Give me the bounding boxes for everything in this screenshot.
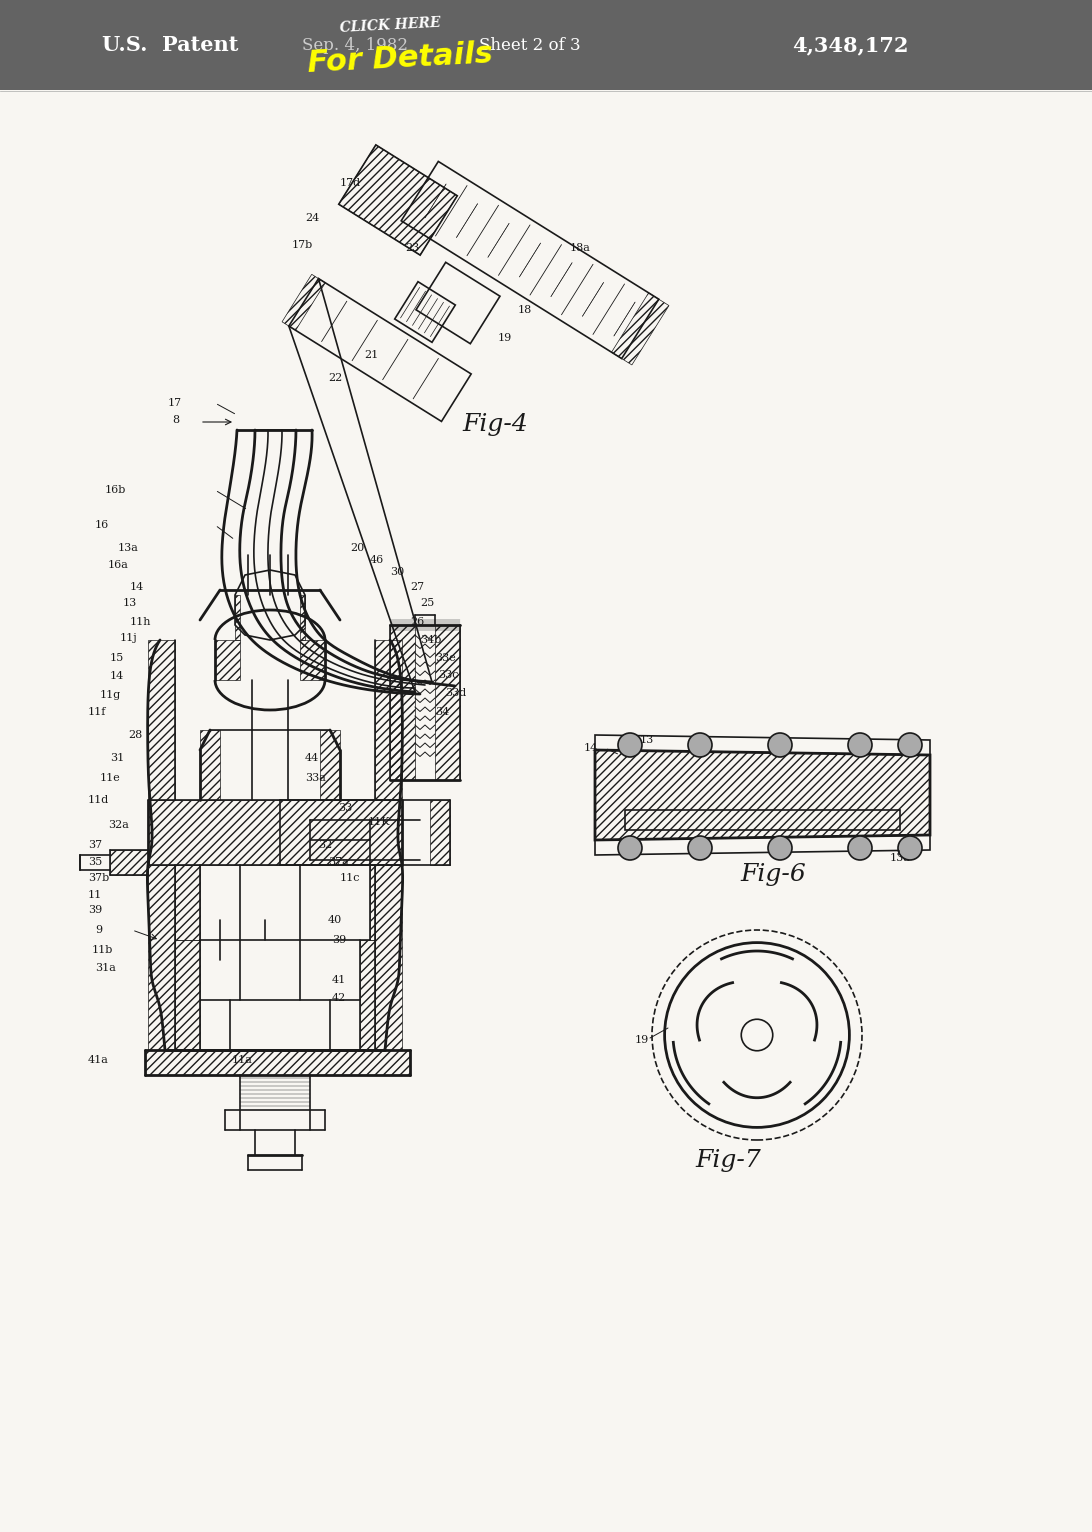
Text: 33e: 33e bbox=[435, 653, 455, 663]
Text: 24: 24 bbox=[305, 213, 319, 224]
Text: 11: 11 bbox=[88, 890, 103, 899]
Circle shape bbox=[768, 836, 792, 859]
Text: 41a: 41a bbox=[88, 1056, 109, 1065]
Text: 42: 42 bbox=[332, 993, 346, 1003]
Text: 11b: 11b bbox=[92, 945, 114, 954]
Text: 11e: 11e bbox=[100, 774, 121, 783]
Text: 31: 31 bbox=[110, 754, 124, 763]
Text: Fig-4: Fig-4 bbox=[462, 414, 527, 437]
Text: CLICK HERE: CLICK HERE bbox=[340, 15, 441, 35]
Text: 35: 35 bbox=[88, 856, 103, 867]
Text: 32a: 32a bbox=[108, 820, 129, 830]
Text: 20: 20 bbox=[351, 542, 365, 553]
Text: Fig-7: Fig-7 bbox=[695, 1149, 761, 1172]
Text: 40: 40 bbox=[328, 915, 342, 925]
Text: 9: 9 bbox=[95, 925, 103, 935]
Text: 37b: 37b bbox=[88, 873, 109, 882]
Text: 11h: 11h bbox=[130, 617, 152, 627]
Text: 17b: 17b bbox=[292, 241, 313, 250]
Circle shape bbox=[688, 732, 712, 757]
Text: 21: 21 bbox=[364, 349, 378, 360]
Text: 4,348,172: 4,348,172 bbox=[792, 35, 909, 55]
Text: 13: 13 bbox=[640, 735, 654, 745]
Text: 22: 22 bbox=[328, 372, 342, 383]
Text: 11j: 11j bbox=[120, 633, 138, 643]
Text: 34: 34 bbox=[435, 706, 449, 717]
Text: 11K: 11K bbox=[368, 817, 391, 827]
Text: U.S.  Patent: U.S. Patent bbox=[102, 35, 238, 55]
Text: 18a: 18a bbox=[570, 244, 591, 253]
Text: For Details: For Details bbox=[307, 40, 494, 78]
Text: 17d: 17d bbox=[340, 178, 361, 188]
Text: 23: 23 bbox=[405, 244, 419, 253]
Text: Sep. 4, 1982: Sep. 4, 1982 bbox=[302, 37, 408, 54]
Text: 31a: 31a bbox=[95, 964, 116, 973]
Text: 33a: 33a bbox=[305, 774, 325, 783]
Text: 13: 13 bbox=[123, 597, 138, 608]
Text: 46: 46 bbox=[370, 555, 384, 565]
Circle shape bbox=[688, 836, 712, 859]
Text: 16: 16 bbox=[95, 519, 109, 530]
Text: 28: 28 bbox=[128, 731, 142, 740]
Text: 14: 14 bbox=[584, 743, 598, 754]
Circle shape bbox=[848, 836, 873, 859]
Text: 33c: 33c bbox=[438, 669, 459, 680]
Circle shape bbox=[768, 732, 792, 757]
Text: 32: 32 bbox=[318, 840, 332, 850]
Text: 14: 14 bbox=[110, 671, 124, 682]
Text: 13a: 13a bbox=[118, 542, 139, 553]
Text: 11d: 11d bbox=[88, 795, 109, 804]
Text: 11g: 11g bbox=[100, 689, 121, 700]
Circle shape bbox=[898, 732, 922, 757]
Text: 19: 19 bbox=[636, 1036, 650, 1045]
Text: 11c: 11c bbox=[340, 873, 360, 882]
Text: 16b: 16b bbox=[105, 486, 127, 495]
Text: 34b: 34b bbox=[420, 634, 441, 645]
Text: 33d: 33d bbox=[446, 688, 466, 699]
Text: 13a: 13a bbox=[890, 853, 911, 863]
Text: Sheet 2 of 3: Sheet 2 of 3 bbox=[479, 37, 581, 54]
Circle shape bbox=[898, 836, 922, 859]
Circle shape bbox=[848, 732, 873, 757]
Text: 8: 8 bbox=[173, 415, 179, 424]
Text: 39: 39 bbox=[88, 905, 103, 915]
Text: Fig-6: Fig-6 bbox=[740, 864, 806, 887]
Text: 16a: 16a bbox=[108, 561, 129, 570]
Text: 11f: 11f bbox=[88, 706, 106, 717]
Text: 14: 14 bbox=[130, 582, 144, 591]
Circle shape bbox=[618, 732, 642, 757]
Text: 37a: 37a bbox=[328, 856, 348, 867]
Text: 41: 41 bbox=[332, 974, 346, 985]
Text: 33: 33 bbox=[339, 803, 353, 813]
Circle shape bbox=[618, 836, 642, 859]
Text: 27: 27 bbox=[410, 582, 424, 591]
Text: 25: 25 bbox=[420, 597, 435, 608]
Text: 39: 39 bbox=[332, 935, 346, 945]
Text: 44: 44 bbox=[305, 754, 319, 763]
Bar bbox=[0, 0, 1092, 90]
Text: 18: 18 bbox=[518, 305, 532, 316]
Bar bbox=[625, 810, 900, 830]
Text: 15: 15 bbox=[110, 653, 124, 663]
Text: 11a: 11a bbox=[232, 1056, 253, 1065]
Text: 37: 37 bbox=[88, 840, 103, 850]
Text: 17: 17 bbox=[168, 398, 182, 408]
Text: 19: 19 bbox=[498, 332, 512, 343]
Text: 30: 30 bbox=[390, 567, 404, 578]
Text: 26: 26 bbox=[410, 617, 425, 627]
